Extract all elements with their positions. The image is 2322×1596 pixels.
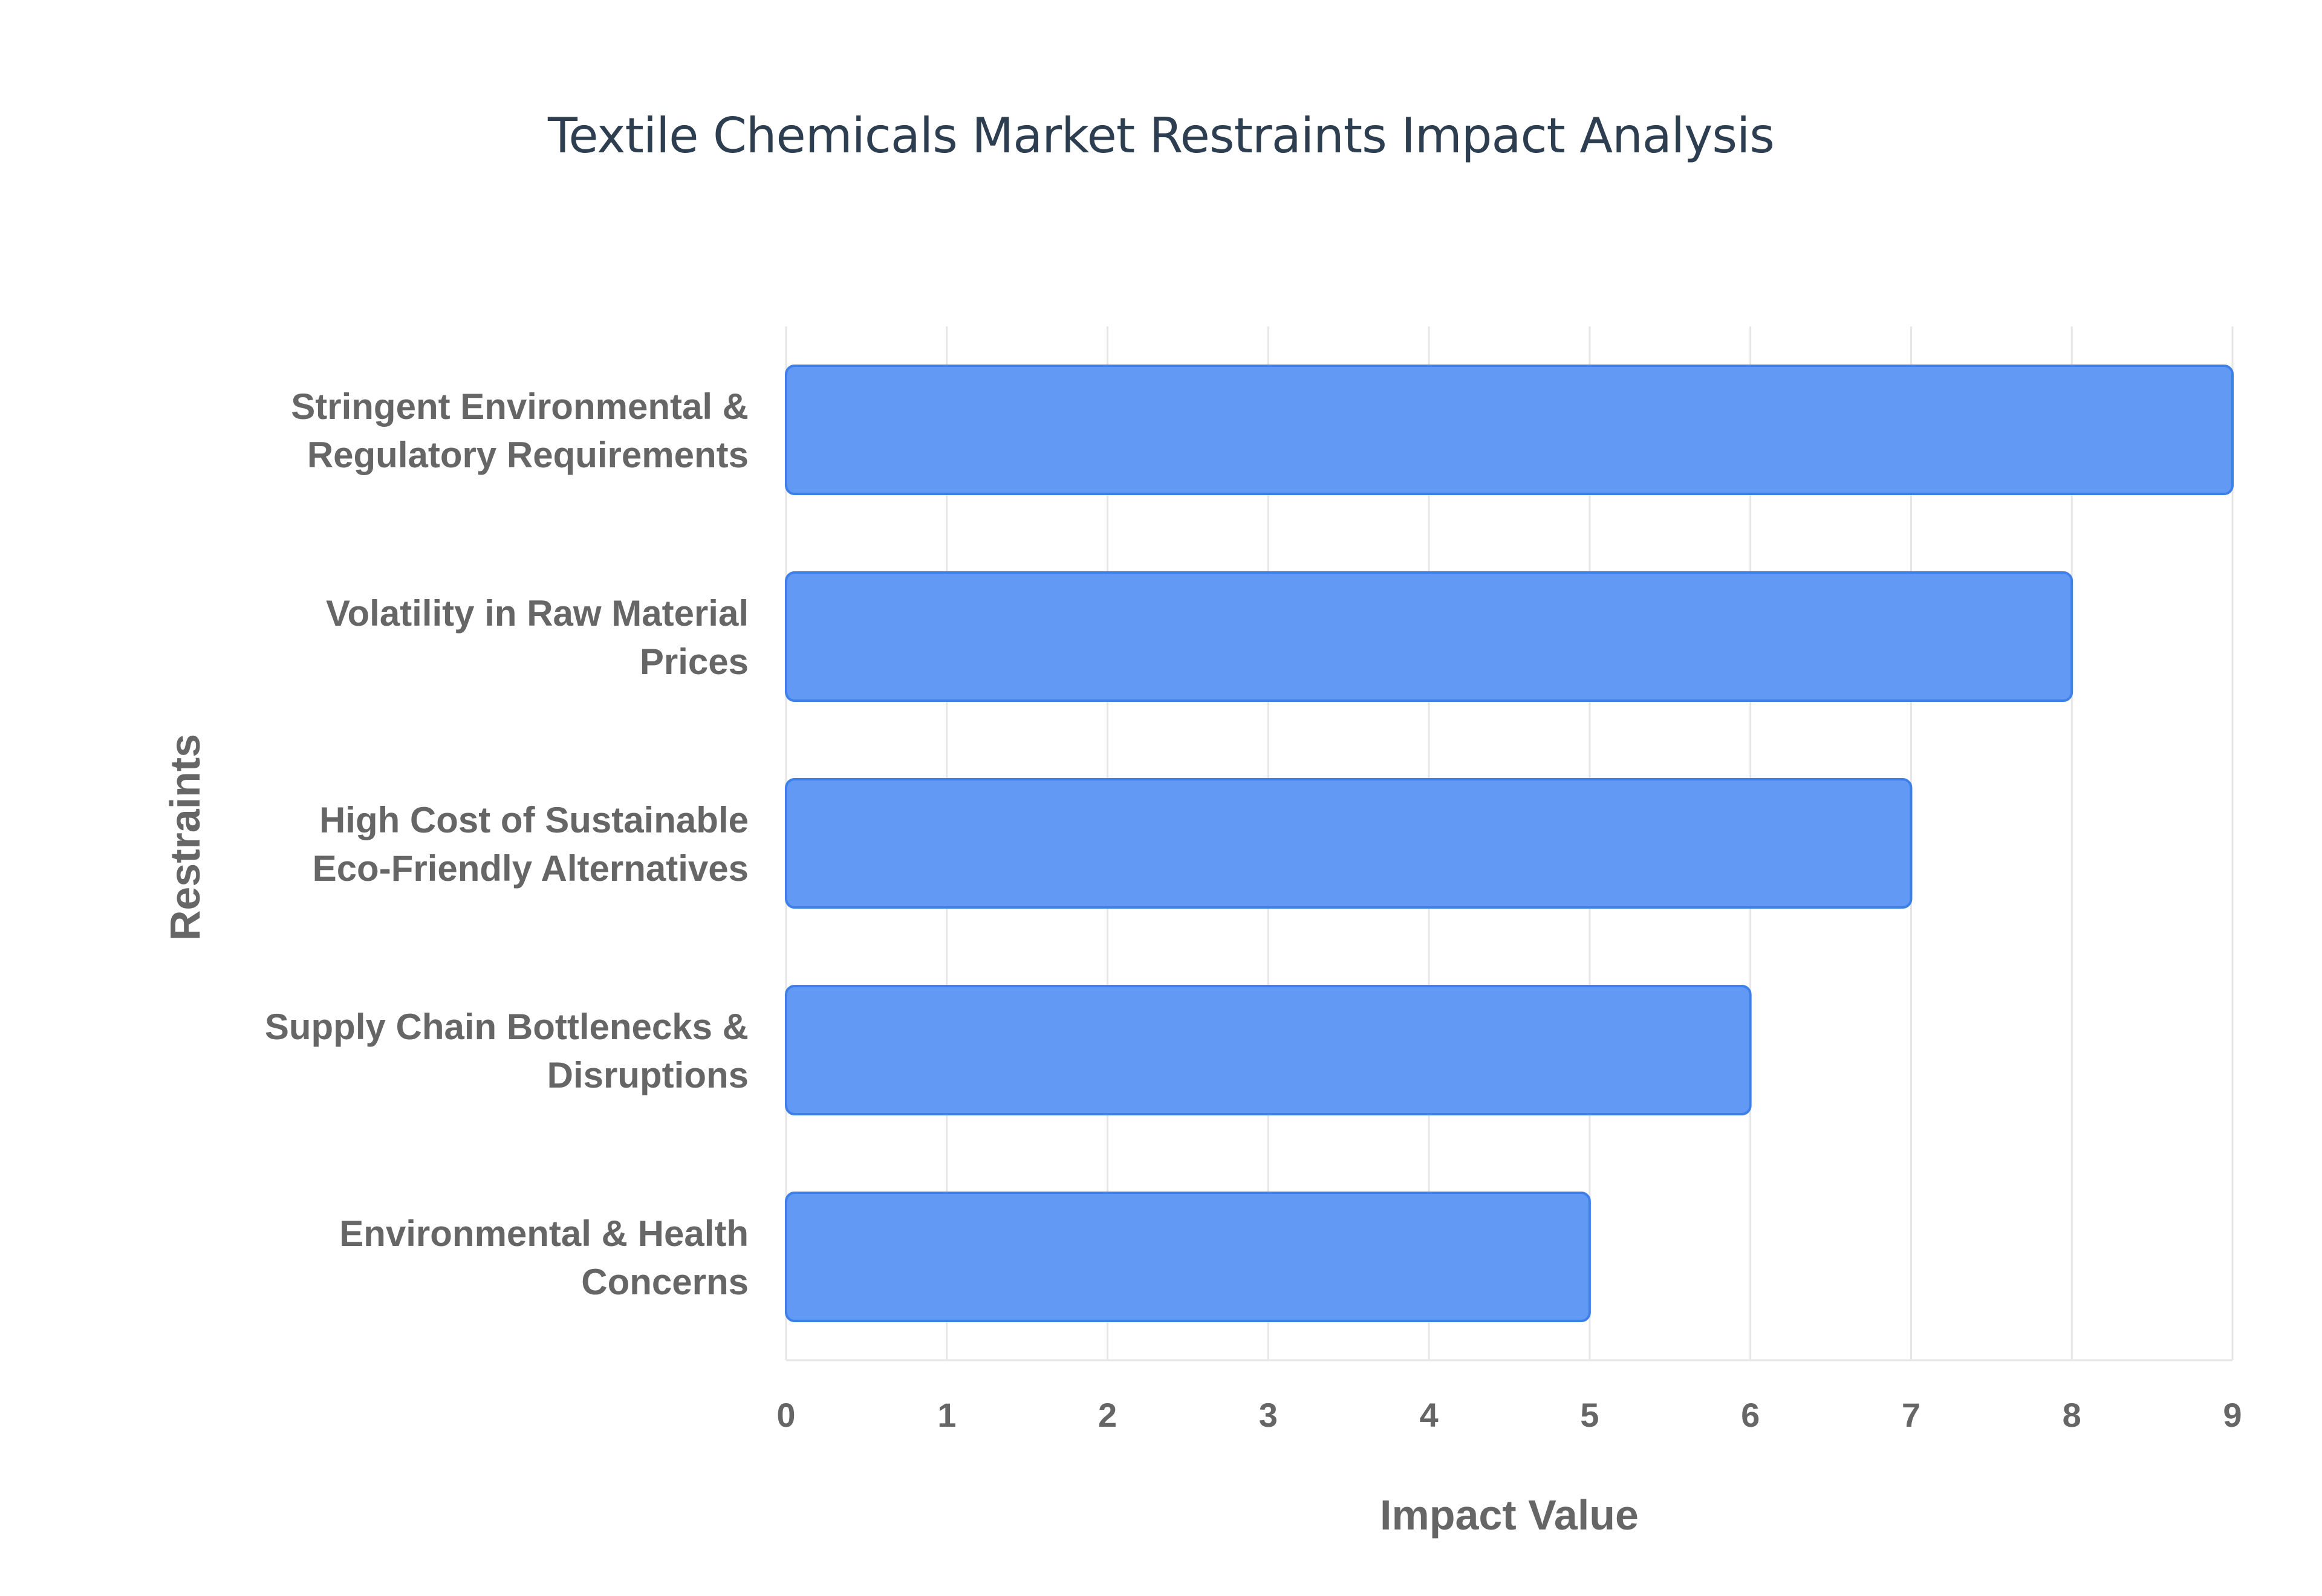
x-axis-title: Impact Value: [1380, 1491, 1639, 1539]
bar: [785, 364, 2234, 496]
x-tick-label: 1: [937, 1396, 956, 1434]
chart-title: Textile Chemicals Market Restraints Impa…: [548, 108, 1775, 164]
category-label: Regulatory Requirements: [307, 435, 749, 475]
category-label: Concerns: [581, 1262, 749, 1302]
category-label: Disruptions: [547, 1055, 749, 1095]
bar-layer: [785, 364, 2234, 1323]
x-tick-label: 3: [1259, 1396, 1278, 1434]
category-label: Prices: [640, 641, 749, 682]
x-tick-label: 5: [1580, 1396, 1599, 1434]
x-tick-label: 6: [1741, 1396, 1760, 1434]
x-tick-label: 2: [1098, 1396, 1117, 1434]
category-label: Stringent Environmental &: [291, 386, 749, 427]
y-axis-title: Restraints: [161, 734, 209, 941]
x-tick-label: 4: [1420, 1396, 1439, 1434]
x-tick-label: 8: [2063, 1396, 2081, 1434]
bar: [785, 571, 2073, 702]
x-tick-label: 7: [1902, 1396, 1920, 1434]
category-label: High Cost of Sustainable: [319, 800, 749, 840]
category-label: Eco-Friendly Alternatives: [313, 848, 749, 889]
bar: [785, 777, 1913, 909]
category-label: Environmental & Health: [339, 1213, 749, 1254]
axis-layer: Stringent Environmental & Regulatory Requ…: [161, 386, 2242, 1539]
bar: [785, 984, 1752, 1116]
category-label: Supply Chain Bottlenecks &: [265, 1007, 749, 1047]
category-label: Volatility in Raw Material: [326, 593, 749, 634]
x-tick-label: 9: [2223, 1396, 2242, 1434]
bar: [785, 1191, 1591, 1323]
x-tick-label: 0: [776, 1396, 795, 1434]
